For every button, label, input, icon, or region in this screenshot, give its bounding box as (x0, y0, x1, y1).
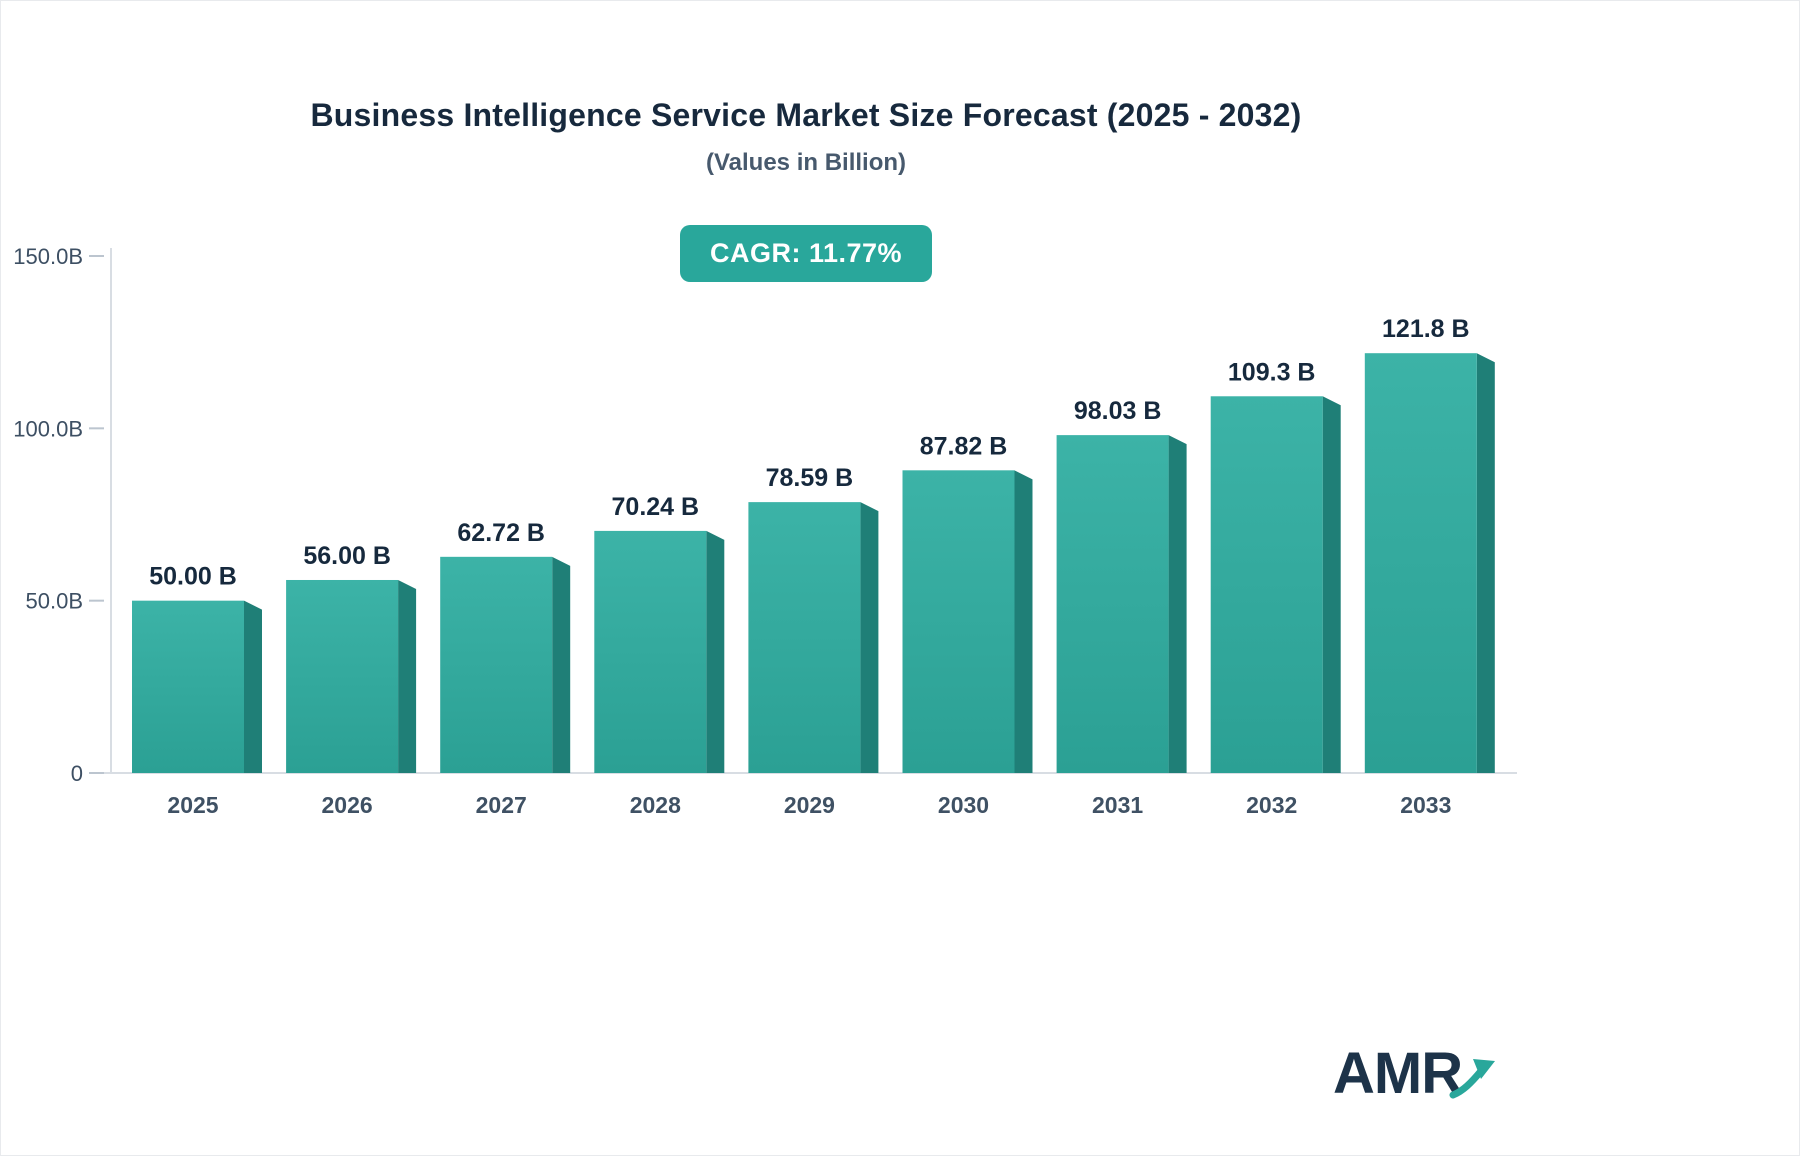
bar-value-label: 70.24 B (612, 493, 700, 521)
bar-value-label: 50.00 B (149, 563, 237, 591)
logo-growth-arrow-icon (1449, 1059, 1495, 1099)
bar-front-face (132, 600, 244, 773)
y-tick-label: 50.0B (26, 589, 84, 614)
x-axis-label-2032: 2032 (1246, 792, 1297, 818)
x-axis-label-2025: 2025 (167, 792, 218, 818)
bar-side-face (1014, 470, 1033, 773)
bar-front-face (1056, 435, 1169, 773)
bar-side-face (552, 556, 571, 773)
bar-side-face (706, 530, 725, 773)
cagr-badge-wrap: CAGR: 11.77% (1, 225, 1611, 282)
bar-value-label: 98.03 B (1074, 397, 1162, 425)
bar-group-2027: 62.72 B 2027 (440, 519, 571, 818)
y-tick-label: 100.0B (13, 416, 83, 441)
chart-title: Business Intelligence Service Market Siz… (310, 97, 1302, 133)
bar-front-face (440, 556, 553, 773)
y-tick-label: 0 (71, 761, 83, 786)
bar-value-label: 62.72 B (457, 519, 545, 547)
bar-value-label: 56.00 B (303, 542, 391, 570)
bar-group-2025: 50.00 B 2025 (132, 563, 262, 818)
bar-group-2032: 109.3 B 2032 (1210, 358, 1341, 818)
bar-front-face (1210, 396, 1323, 773)
x-axis-label-2031: 2031 (1092, 792, 1143, 818)
bar-group-2033: 121.8 B 2033 (1364, 315, 1495, 818)
bar-front-face (1364, 353, 1477, 773)
y-tick-label: 150.0B (13, 244, 83, 269)
bar-group-2030: 87.82 B 2030 (902, 432, 1033, 818)
bar-group-2029: 78.59 B 2029 (748, 464, 879, 818)
bar-value-label: 109.3 B (1228, 358, 1316, 386)
bar-front-face (902, 470, 1015, 773)
bar-group-2031: 98.03 B 2031 (1056, 397, 1187, 818)
bar-front-face (286, 579, 399, 773)
bar-side-face (1476, 353, 1495, 773)
bar-front-face (748, 502, 861, 773)
x-axis-label-2027: 2027 (476, 792, 527, 818)
chart-subtitle: (Values in Billion) (705, 149, 907, 176)
x-axis-label-2030: 2030 (938, 792, 989, 818)
bar-group-2028: 70.24 B 2028 (594, 493, 725, 818)
x-axis-label-2028: 2028 (630, 792, 681, 818)
bar-group-2026: 56.00 B 2026 (286, 542, 417, 818)
bar-side-face (1168, 435, 1187, 773)
bar-side-face (244, 600, 262, 773)
bar-side-face (1322, 396, 1341, 773)
bar-value-label: 78.59 B (766, 464, 854, 492)
cagr-badge: CAGR: 11.77% (679, 225, 933, 282)
amr-logo: AMR (1333, 1043, 1503, 1113)
x-axis-label-2033: 2033 (1400, 792, 1451, 818)
x-axis-label-2029: 2029 (784, 792, 835, 818)
bar-value-label: 87.82 B (920, 432, 1008, 460)
bar-side-face (860, 502, 879, 773)
amr-logo-text: AMR (1333, 1041, 1463, 1106)
bar-front-face (594, 530, 707, 773)
bar-side-face (398, 579, 417, 773)
x-axis-label-2026: 2026 (322, 792, 373, 818)
bar-value-label: 121.8 B (1382, 315, 1470, 343)
